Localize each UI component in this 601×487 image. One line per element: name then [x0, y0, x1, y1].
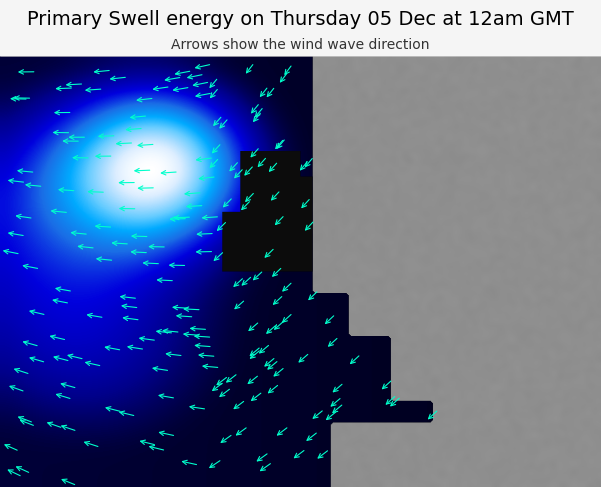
Text: Arrows show the wind wave direction: Arrows show the wind wave direction — [171, 38, 430, 52]
Text: Primary Swell energy on Thursday 05 Dec at 12am GMT: Primary Swell energy on Thursday 05 Dec … — [27, 10, 574, 29]
